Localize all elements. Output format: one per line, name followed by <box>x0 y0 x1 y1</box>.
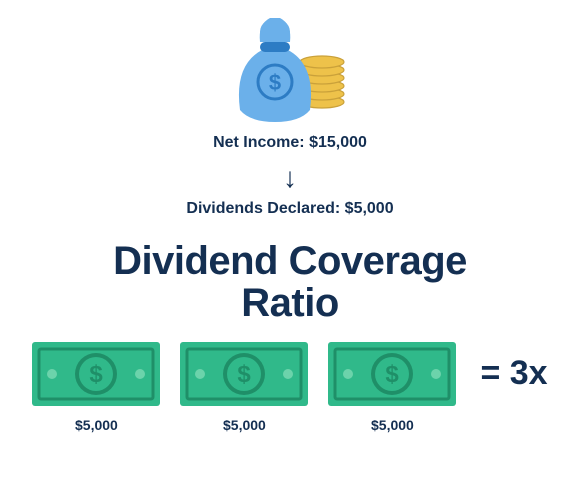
svg-text:$: $ <box>386 361 400 388</box>
svg-text:$: $ <box>269 70 281 95</box>
dividends-label: Dividends Declared: $5,000 <box>186 200 393 218</box>
svg-text:$: $ <box>238 361 252 388</box>
bill-item: $ $5,000 <box>32 342 160 433</box>
dollar-bill-icon: $ <box>32 342 160 411</box>
money-bag-icon: $ <box>210 10 370 130</box>
svg-text:$: $ <box>90 361 104 388</box>
dollar-bill-icon: $ <box>180 342 308 411</box>
dollar-bill-icon: $ <box>328 342 456 411</box>
equals-text: = 3x <box>480 354 547 393</box>
net-income-label: Net Income: $15,000 <box>213 134 367 152</box>
arrow-down-icon: ↓ <box>283 164 297 192</box>
bill-label: $5,000 <box>371 417 414 433</box>
bills-row: $ $5,000 $ $5,000 $ $5,000 <box>32 342 547 433</box>
title: Dividend Coverage Ratio <box>80 240 500 324</box>
bill-item: $ $5,000 <box>180 342 308 433</box>
bill-label: $5,000 <box>223 417 266 433</box>
bill-label: $5,000 <box>75 417 118 433</box>
bill-item: $ $5,000 <box>328 342 456 433</box>
